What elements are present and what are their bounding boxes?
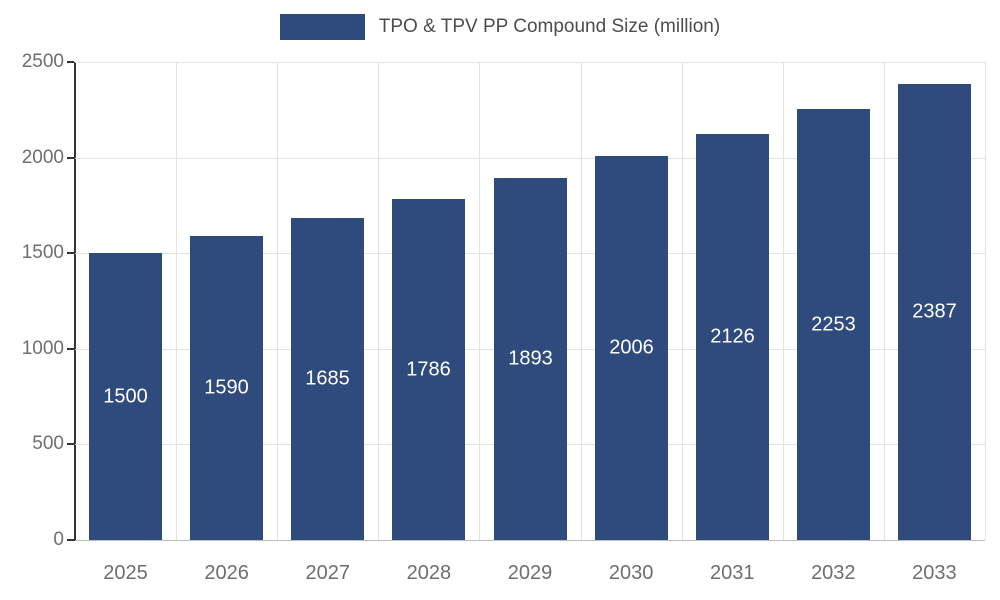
gridline-vertical — [176, 62, 177, 540]
x-axis-line — [75, 540, 985, 541]
gridline-vertical — [783, 62, 784, 540]
y-tick-label: 1000 — [21, 337, 64, 359]
x-tick-label-2033: 2033 — [912, 562, 957, 584]
gridline-vertical — [884, 62, 885, 540]
x-tick-label-2026: 2026 — [204, 562, 249, 584]
bar-2028: 1786 — [392, 199, 465, 540]
plot-area: 1500 1590 1685 1786 1893 2006 2126 2253 2387 — [75, 62, 986, 540]
y-tick-label: 2500 — [21, 51, 64, 72]
chart-title: TPO & TPV PP Compound Size (million) — [378, 16, 721, 37]
chart-legend: TPO & TPV PP Compound Size (million) — [0, 14, 1000, 40]
bar-value-label: 1786 — [406, 358, 451, 380]
bar-value-label: 1893 — [508, 347, 553, 370]
gridline-vertical — [378, 62, 379, 540]
y-tick-label: 1500 — [21, 242, 64, 264]
bar-2027: 1685 — [291, 218, 364, 540]
gridline-vertical — [479, 62, 480, 540]
y-tick-label: 0 — [53, 529, 64, 550]
legend-swatch — [279, 14, 365, 40]
bar-value-label: 2253 — [811, 313, 856, 335]
x-tick-label-2031: 2031 — [709, 562, 755, 584]
gridline-vertical — [682, 62, 683, 540]
bar-value-label: 2126 — [710, 325, 755, 348]
y-tick-mark — [67, 347, 74, 350]
gridline-horizontal — [75, 62, 985, 63]
bar-value-label: 1500 — [103, 385, 148, 407]
x-tick-label-2030: 2030 — [608, 562, 654, 584]
gridline-vertical — [985, 62, 986, 540]
x-tick-label-2028: 2028 — [406, 562, 452, 584]
bar-2026: 1590 — [190, 236, 263, 540]
bar-2032: 2253 — [797, 109, 870, 540]
bar-2029: 1893 — [494, 178, 567, 540]
x-tick-label-2025: 2025 — [103, 562, 148, 584]
gridline-horizontal — [75, 157, 985, 159]
x-tick-label-2027: 2027 — [305, 562, 351, 584]
y-tick-mark — [67, 156, 74, 159]
gridline-vertical — [581, 62, 582, 540]
bar-value-label: 2006 — [609, 336, 654, 359]
y-tick-mark — [67, 443, 74, 446]
bar-2033: 2387 — [898, 84, 971, 540]
x-tick-label-2029: 2029 — [507, 562, 553, 584]
bar-2025: 1500 — [89, 253, 162, 540]
y-tick-mark — [67, 539, 74, 541]
bar-2031: 2126 — [696, 134, 769, 540]
x-tick-label-2032: 2032 — [811, 562, 856, 584]
bar-value-label: 1685 — [305, 367, 350, 390]
bar-value-label: 1590 — [204, 376, 249, 399]
bar-2030: 2006 — [595, 156, 668, 540]
y-tick-label: 2000 — [21, 146, 64, 168]
gridline-vertical — [277, 62, 278, 540]
y-tick-label: 500 — [32, 433, 64, 455]
bar-value-label: 2387 — [912, 300, 957, 323]
y-axis-line — [74, 62, 76, 541]
y-tick-mark — [67, 252, 74, 255]
y-tick-mark — [67, 61, 74, 63]
